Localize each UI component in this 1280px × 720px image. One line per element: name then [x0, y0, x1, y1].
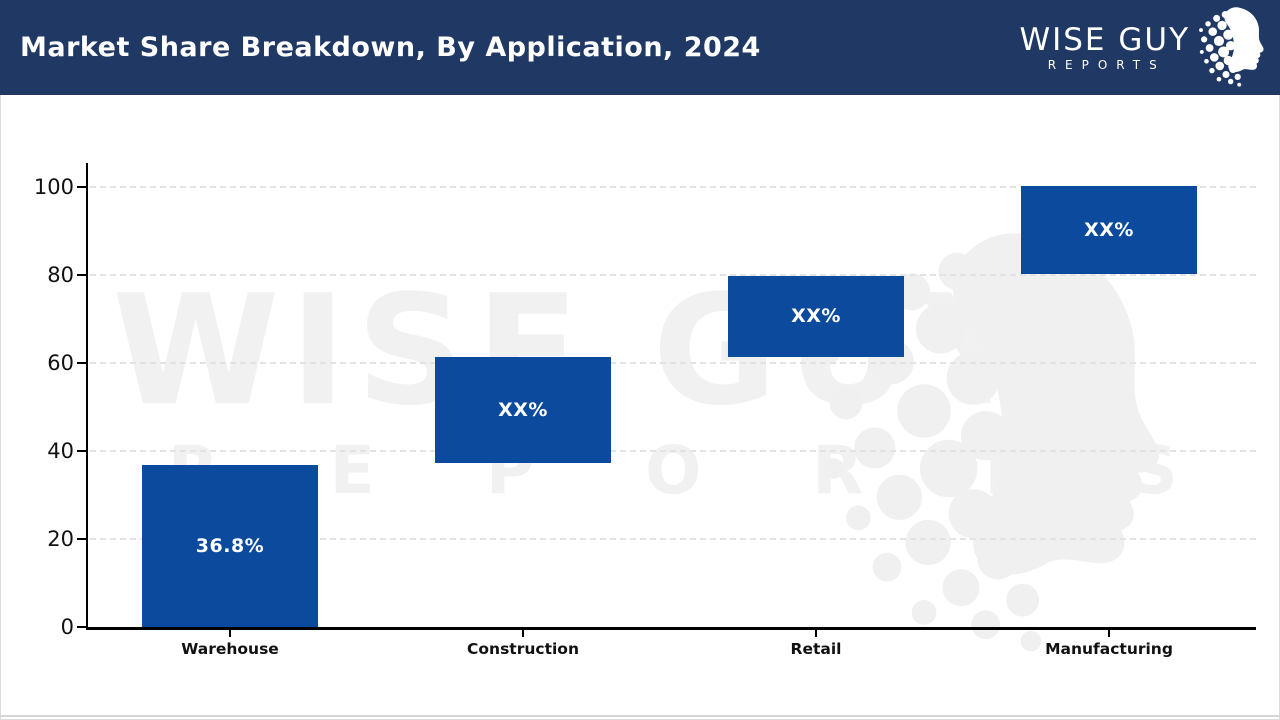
brand-subtitle: REPORTS [1047, 57, 1166, 72]
y-tick-label: 80 [47, 263, 74, 287]
page-title: Market Share Breakdown, By Application, … [20, 32, 761, 63]
x-axis-tick [522, 629, 524, 637]
gridline [90, 362, 1256, 364]
y-tick-label: 0 [60, 615, 74, 639]
bar-value-label: XX% [791, 305, 841, 328]
x-axis-tick [1108, 629, 1110, 637]
gridline [90, 186, 1256, 188]
x-axis-tick [229, 629, 231, 637]
bar-segment: XX% [435, 356, 611, 464]
gridline [90, 538, 1256, 540]
y-axis-tick [77, 361, 87, 365]
y-tick-label: 40 [47, 439, 74, 463]
brand-logo-text: WISE GUY REPORTS [1019, 24, 1190, 72]
y-tick-label: 100 [33, 175, 74, 199]
bottom-border [0, 715, 1280, 717]
gridline [90, 274, 1256, 276]
x-tick-label: Retail [790, 640, 842, 658]
gridline [90, 450, 1256, 452]
bar-value-label: XX% [498, 399, 548, 422]
y-tick-label: 60 [47, 351, 74, 375]
y-axis-tick [77, 185, 87, 189]
bar-segment: XX% [1021, 185, 1197, 274]
x-tick-label: Manufacturing [1045, 640, 1173, 658]
y-axis-line [85, 163, 88, 630]
bar-value-label: 36.8% [195, 535, 265, 558]
bar-segment: 36.8% [142, 465, 318, 627]
bar-segment: XX% [728, 275, 904, 357]
bar-value-label: XX% [1084, 218, 1134, 241]
x-axis-line [85, 627, 1256, 630]
brand-name: WISE GUY [1019, 21, 1190, 58]
y-tick-label: 20 [47, 527, 74, 551]
x-tick-label: Warehouse [181, 640, 279, 658]
y-axis-tick [77, 273, 87, 277]
y-axis-tick [77, 537, 87, 541]
x-axis-tick [815, 629, 817, 637]
x-tick-label: Construction [467, 640, 579, 658]
y-axis-tick [77, 625, 87, 629]
header-bar: Market Share Breakdown, By Application, … [0, 0, 1280, 95]
y-axis-tick [77, 449, 87, 453]
brand-logo: WISE GUY REPORTS [1019, 5, 1272, 91]
